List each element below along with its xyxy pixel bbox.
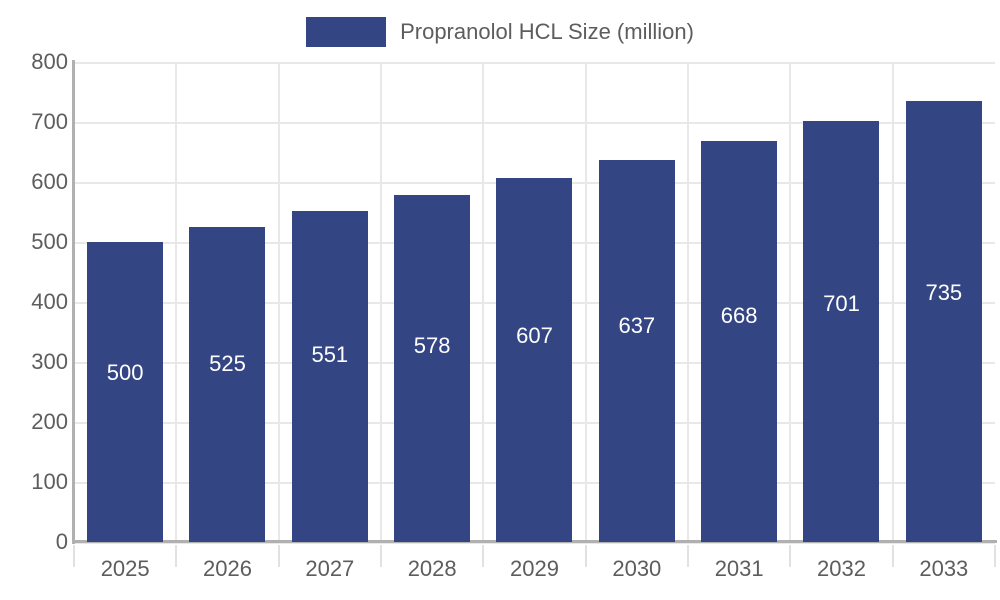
y-axis-tick-label: 700 xyxy=(31,109,68,134)
x-axis-tick-label: 2027 xyxy=(305,556,355,581)
chart-legend: Propranolol HCL Size (million) xyxy=(0,10,1000,54)
bar[interactable] xyxy=(701,141,778,542)
y-axis-tick-label: 0 xyxy=(55,529,68,554)
bar-value-label: 668 xyxy=(720,302,758,328)
y-axis-tick-label: 600 xyxy=(31,169,68,194)
x-axis-tick-mark xyxy=(277,545,280,567)
gridline-vertical xyxy=(277,62,280,542)
legend-color-swatch xyxy=(306,17,387,47)
x-axis-tick-label: 2025 xyxy=(100,556,150,581)
bar-group[interactable]: 701 xyxy=(790,62,892,542)
y-axis-ticks: 0 100 200 300 400 500 600 700 800 xyxy=(0,0,68,600)
bar-group[interactable]: 551 xyxy=(279,62,381,542)
x-axis-tick-mark xyxy=(175,545,178,567)
y-axis-tick-label: 400 xyxy=(31,289,68,314)
bar[interactable] xyxy=(189,227,266,542)
bar[interactable] xyxy=(598,159,675,542)
bar-group[interactable]: 607 xyxy=(483,62,585,542)
bar-value-label: 607 xyxy=(516,323,553,349)
x-axis-tick-label: 2033 xyxy=(919,556,969,581)
bar-group[interactable]: 668 xyxy=(688,62,790,542)
x-axis-tick-mark xyxy=(482,545,485,567)
gridline-horizontal xyxy=(74,542,995,544)
bar-value-label: 735 xyxy=(925,279,963,305)
x-axis-tick-mark xyxy=(584,545,587,567)
y-axis-tick-label: 200 xyxy=(31,409,68,434)
x-axis-tick-label: 2026 xyxy=(203,556,252,581)
y-axis-tick-label: 800 xyxy=(31,49,68,74)
x-axis-ticks: 2025 2026 2027 2028 2029 2030 2031 2032 2033 xyxy=(74,558,995,592)
x-axis-tick-mark xyxy=(891,545,894,567)
gridline-vertical xyxy=(891,62,894,542)
bar-series: 500 525 551 578 607 637 668 701 735 xyxy=(74,62,995,542)
bar-group[interactable]: 525 xyxy=(176,62,278,542)
bar-group[interactable]: 578 xyxy=(381,62,483,542)
x-axis-tick-mark xyxy=(789,545,792,567)
y-axis-tick-label: 500 xyxy=(31,229,68,254)
x-axis-tick-mark xyxy=(994,545,996,567)
x-axis-tick-mark xyxy=(73,545,75,567)
bar[interactable] xyxy=(291,211,368,542)
bar-group[interactable]: 637 xyxy=(586,62,688,542)
bar[interactable] xyxy=(905,101,982,542)
bar[interactable] xyxy=(394,195,471,542)
bar-value-label: 578 xyxy=(413,333,451,359)
gridline-vertical xyxy=(482,62,485,542)
bar-group[interactable]: 500 xyxy=(74,62,176,542)
x-axis-tick-label: 2032 xyxy=(817,556,866,581)
y-axis-tick-label: 100 xyxy=(31,469,68,494)
x-axis-tick-mark xyxy=(380,545,382,567)
x-axis-tick-label: 2029 xyxy=(510,556,559,581)
bar-value-label: 637 xyxy=(618,313,656,339)
bar-value-label: 551 xyxy=(311,342,349,368)
bar[interactable] xyxy=(803,121,880,542)
gridline-vertical xyxy=(687,62,689,542)
gridline-horizontal xyxy=(74,122,995,124)
gridline-vertical xyxy=(380,62,382,542)
bar[interactable] xyxy=(87,242,164,542)
bar-value-label: 500 xyxy=(106,359,144,385)
bar[interactable] xyxy=(496,177,573,542)
bar-group[interactable]: 735 xyxy=(893,62,995,542)
bar-value-label: 525 xyxy=(209,351,246,377)
x-axis-tick-label: 2028 xyxy=(407,556,457,581)
gridline-vertical xyxy=(584,62,587,542)
gridline-horizontal xyxy=(74,62,995,64)
gridline-vertical xyxy=(175,62,178,542)
y-axis-tick-label: 300 xyxy=(31,349,68,374)
x-axis-tick-mark xyxy=(687,545,689,567)
legend-label: Propranolol HCL Size (million) xyxy=(400,19,694,44)
x-axis-tick-label: 2030 xyxy=(612,556,662,581)
gridline-vertical xyxy=(789,62,792,542)
x-axis-tick-label: 2031 xyxy=(714,556,764,581)
y-axis-line xyxy=(72,60,75,544)
bar-value-label: 701 xyxy=(823,291,860,317)
